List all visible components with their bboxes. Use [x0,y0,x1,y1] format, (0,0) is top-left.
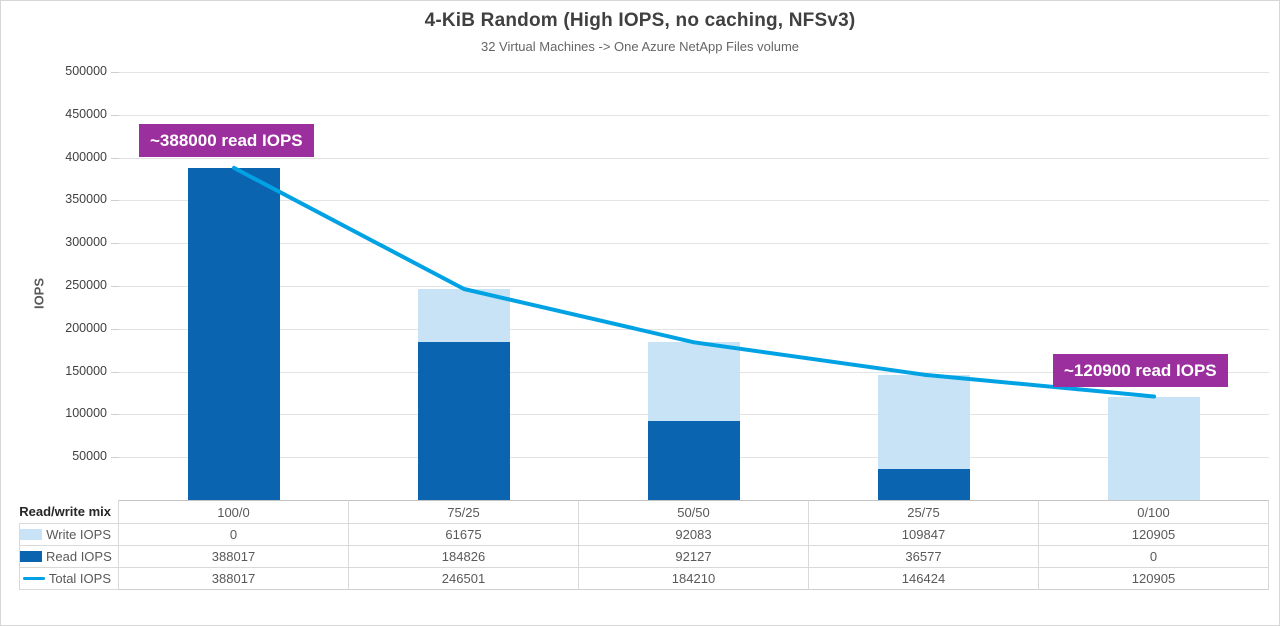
legend-row-label: Read IOPS [19,545,119,567]
y-tick-label: 450000 [65,106,107,121]
table-value-cell: 92083 [579,523,809,545]
chart-title: 4-KiB Random (High IOPS, no caching, NFS… [424,10,856,31]
bar-read-segment [418,341,510,500]
annotation-read-iops-right: ~120900 read IOPS [1053,354,1228,387]
gridline [119,286,1269,287]
y-axis-tick [111,114,119,116]
table-value-cell: 146424 [809,567,1039,590]
bar-write-segment [648,342,740,422]
table-value-cell: 61675 [349,523,579,545]
y-axis-tick [111,200,119,202]
table-value-cell: 120905 [1039,567,1269,590]
total-line-legend-swatch [22,577,45,581]
table-value-cell: 388017 [119,567,349,590]
table-value-cell: 388017 [119,545,349,567]
legend-row-label: Total IOPS [19,567,119,590]
y-tick-label: 350000 [65,192,107,207]
table-value-cell: 184210 [579,567,809,590]
bar-write-segment [418,288,510,342]
gridline [119,72,1269,73]
table-value-cell: 36577 [809,545,1039,567]
category-header-cell: 75/25 [349,500,579,523]
y-axis-tick [111,286,119,287]
y-tick-label: 500000 [65,64,107,78]
gridline [119,243,1269,245]
gridline [119,200,1269,202]
y-tick-label: 50000 [72,449,107,464]
table-row-header-label: Read/write mix [1,500,119,523]
y-axis-tick [111,414,119,416]
bar-write-segment [1108,396,1200,500]
gridline [119,328,1269,330]
category-header-cell: 25/75 [809,500,1039,523]
y-axis-tick [111,328,119,330]
y-tick-label: 300000 [65,235,107,250]
table-value-cell: 109847 [809,523,1039,545]
chart-subtitle: 32 Virtual Machines -> One Azure NetApp … [480,39,800,54]
y-axis-title: IOPS [31,277,47,310]
write-bar-legend-swatch [20,529,43,541]
y-tick-label: 200000 [65,320,107,335]
table-value-cell: 92127 [579,545,809,567]
read-bar-legend-swatch [20,551,42,563]
y-tick-label: 100000 [65,406,107,421]
gridline [119,157,1269,159]
bar-read-segment [188,167,280,500]
bar-write-segment [878,374,970,469]
y-axis-tick [111,457,119,459]
bar-read-segment [878,468,970,500]
category-header-cell: 100/0 [119,500,349,523]
y-axis-tick [111,243,119,245]
annotation-read-iops-left: ~388000 read IOPS [139,124,314,157]
y-axis-tick [111,371,119,373]
table-value-cell: 0 [119,523,349,545]
bar-read-segment [648,421,740,500]
y-tick-label: 150000 [65,363,107,378]
y-tick-label: 400000 [65,149,107,164]
table-value-cell: 246501 [349,567,579,590]
gridline [119,114,1269,116]
y-tick-label: 250000 [65,278,107,292]
category-header-cell: 0/100 [1039,500,1269,523]
table-value-cell: 0 [1039,545,1269,567]
category-header-cell: 50/50 [579,500,809,523]
table-value-cell: 120905 [1039,523,1269,545]
y-axis-tick [111,157,119,159]
legend-row-label: Write IOPS [19,523,119,545]
y-axis-tick [111,72,119,73]
table-value-cell: 184826 [349,545,579,567]
